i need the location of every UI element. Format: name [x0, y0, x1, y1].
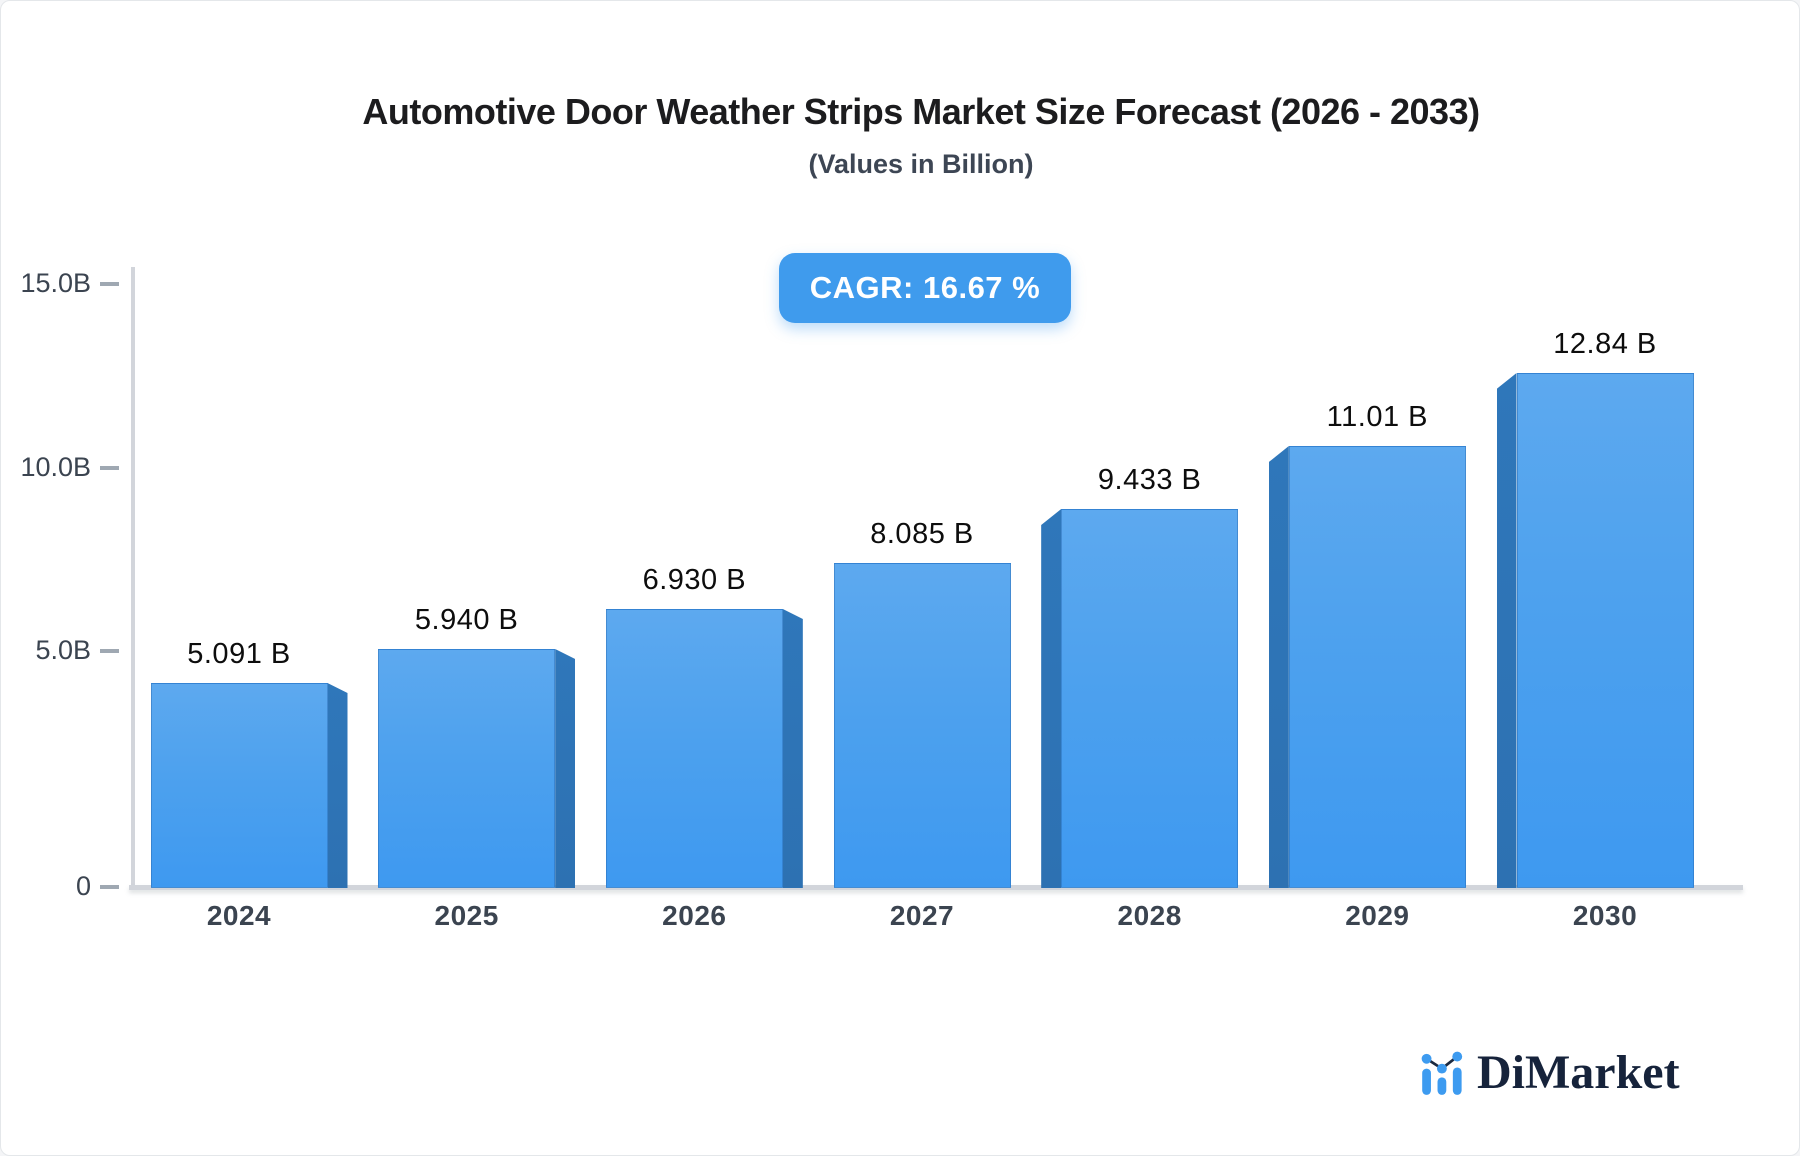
bar-side-face-2030: [1496, 373, 1517, 888]
brand-name: DiMarket: [1477, 1046, 1680, 1099]
chart-subtitle: (Values in Billion): [808, 149, 1034, 179]
y-tick-dash-5: [100, 649, 119, 653]
y-tick-dash-10: [100, 466, 119, 470]
bar-2025: [378, 649, 556, 888]
bar-2026: [605, 609, 783, 888]
bar-side-face-2028: [1041, 509, 1062, 888]
cagr-badge: CAGR: 16.67 %: [779, 253, 1071, 323]
bar-value-label-2026: 6.930 B: [642, 564, 747, 596]
bar-value-label-2024: 5.091 B: [187, 638, 291, 670]
y-tick-dash-0: [100, 885, 119, 889]
x-axis-label-2025: 2025: [434, 900, 499, 931]
y-tick-label-0: 0: [75, 871, 91, 901]
bar-value-label-2028: 9.433 B: [1097, 464, 1202, 496]
x-axis-label-2026: 2026: [662, 900, 727, 931]
x-axis-label-2030: 2030: [1572, 900, 1638, 931]
bar-side-face-2025: [555, 649, 576, 888]
dimarket-logo-icon: [1421, 1051, 1463, 1095]
bar-side-face-2024: [327, 683, 348, 888]
bar-2029: [1288, 446, 1466, 888]
y-tick-dash-15: [100, 282, 119, 286]
bar-2024: [150, 683, 328, 888]
y-tick-label-15: 15.0B: [20, 268, 91, 298]
chart-title: Automotive Door Weather Strips Market Si…: [362, 91, 1480, 132]
x-axis-label-2027: 2027: [889, 900, 955, 931]
bar-value-label-2029: 11.01 B: [1326, 401, 1428, 433]
x-axis-label-2029: 2029: [1345, 900, 1410, 931]
bar-2027: [833, 563, 1011, 888]
brand-logo: DiMarket: [1421, 1043, 1751, 1103]
x-axis-label-2024: 2024: [206, 900, 272, 931]
bar-value-label-2030: 12.84 B: [1553, 328, 1657, 360]
x-axis-label-2028: 2028: [1117, 900, 1182, 931]
y-tick-label-5: 5.0B: [35, 635, 91, 665]
cagr-badge-label: CAGR: 16.67 %: [809, 270, 1041, 305]
y-axis-line: [131, 267, 135, 890]
bar-value-label-2027: 8.085 B: [870, 518, 974, 550]
bar-side-face-2029: [1268, 446, 1289, 888]
y-tick-label-10: 10.0B: [20, 452, 91, 482]
bar-2028: [1061, 509, 1239, 888]
bar-side-face-2026: [782, 609, 803, 888]
bar-2030: [1516, 373, 1694, 888]
bar-value-label-2025: 5.940 B: [414, 604, 519, 636]
